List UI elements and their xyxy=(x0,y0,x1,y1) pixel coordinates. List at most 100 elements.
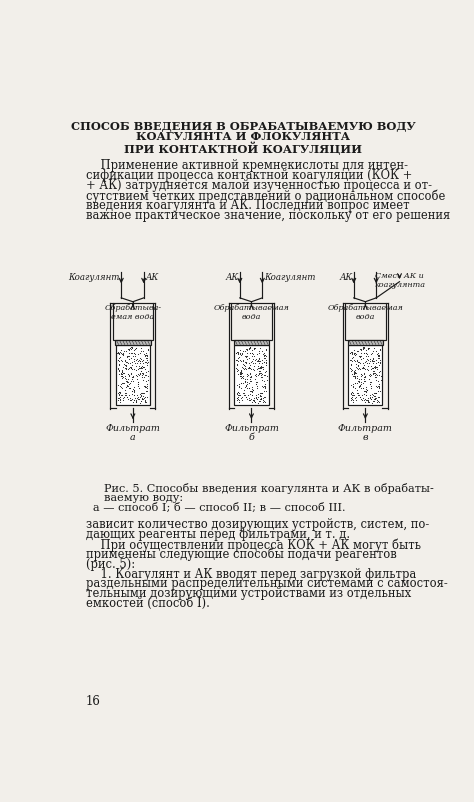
Point xyxy=(133,374,141,387)
Point xyxy=(377,370,384,383)
Point xyxy=(245,378,253,391)
Point xyxy=(128,342,136,355)
Point xyxy=(372,387,380,399)
Point xyxy=(350,370,357,383)
Point xyxy=(375,367,383,379)
Point xyxy=(359,382,366,395)
Point xyxy=(127,383,134,395)
Point xyxy=(258,368,265,381)
Point xyxy=(122,389,129,402)
Text: ПРИ КОНТАКТНОЙ КОАГУЛЯЦИИ: ПРИ КОНТАКТНОЙ КОАГУЛЯЦИИ xyxy=(124,142,362,155)
Point xyxy=(117,379,124,391)
Point xyxy=(353,391,360,403)
Point xyxy=(134,353,141,366)
Point xyxy=(236,354,244,367)
Point xyxy=(362,390,370,403)
Point xyxy=(118,367,125,380)
Point xyxy=(246,394,254,407)
Point xyxy=(137,346,145,358)
Point xyxy=(365,357,373,370)
Point xyxy=(130,344,137,357)
Point xyxy=(247,385,255,398)
Point xyxy=(251,369,259,382)
Point xyxy=(371,354,378,367)
Point xyxy=(144,385,151,398)
Point xyxy=(246,373,254,386)
Point xyxy=(362,381,370,394)
Point xyxy=(240,384,247,397)
Point xyxy=(132,369,140,382)
Point xyxy=(260,396,267,409)
Point xyxy=(137,367,144,380)
Point xyxy=(235,395,243,407)
Point xyxy=(124,363,131,375)
Point xyxy=(253,348,261,361)
Point xyxy=(361,385,368,398)
Point xyxy=(248,386,256,399)
Point xyxy=(357,350,365,363)
Point xyxy=(236,389,243,402)
Point xyxy=(256,389,264,402)
Point xyxy=(370,387,378,400)
Point xyxy=(351,364,359,377)
Point xyxy=(239,387,247,399)
Point xyxy=(142,350,150,363)
Point xyxy=(235,387,243,400)
Point xyxy=(237,377,245,390)
Point xyxy=(130,355,137,368)
Point xyxy=(127,361,134,374)
Point xyxy=(261,350,268,363)
Point xyxy=(234,348,242,361)
Point xyxy=(123,362,130,375)
Point xyxy=(239,358,246,371)
Point xyxy=(125,375,132,388)
Point xyxy=(362,347,370,360)
Point xyxy=(352,395,360,407)
Point xyxy=(141,356,149,369)
Point xyxy=(260,356,267,369)
Point xyxy=(255,368,263,381)
Point xyxy=(139,361,146,374)
Text: важное практическое значение, поскольку от его решения: важное практическое значение, поскольку … xyxy=(86,209,450,221)
Point xyxy=(359,343,367,356)
Point xyxy=(258,346,265,358)
Point xyxy=(241,360,248,373)
Point xyxy=(250,364,258,377)
Point xyxy=(136,354,143,367)
Point xyxy=(376,357,383,370)
Point xyxy=(263,370,271,383)
Point xyxy=(253,393,261,406)
Point xyxy=(246,353,253,366)
Point xyxy=(256,361,264,374)
Point xyxy=(370,363,377,375)
Point xyxy=(139,374,147,387)
Point xyxy=(234,364,242,377)
Point xyxy=(126,395,134,407)
Point xyxy=(257,371,264,384)
Point xyxy=(138,371,146,384)
Point xyxy=(240,359,247,372)
Point xyxy=(369,347,376,360)
Point xyxy=(376,350,383,363)
Point xyxy=(354,384,361,397)
Point xyxy=(128,385,136,398)
Point xyxy=(373,371,380,384)
Point xyxy=(124,350,131,363)
Point xyxy=(367,348,374,361)
Point xyxy=(257,392,264,405)
Point xyxy=(367,355,374,368)
Point xyxy=(262,343,270,356)
Point xyxy=(236,344,244,357)
Point xyxy=(135,380,142,393)
Point xyxy=(260,391,267,403)
Point xyxy=(357,375,365,388)
Point xyxy=(356,350,363,363)
Point xyxy=(371,362,379,375)
Point xyxy=(237,364,245,377)
Point xyxy=(251,354,258,367)
Point xyxy=(241,363,248,376)
Point xyxy=(351,377,358,390)
Point xyxy=(258,387,266,400)
Point xyxy=(243,350,251,363)
Point xyxy=(127,357,134,370)
